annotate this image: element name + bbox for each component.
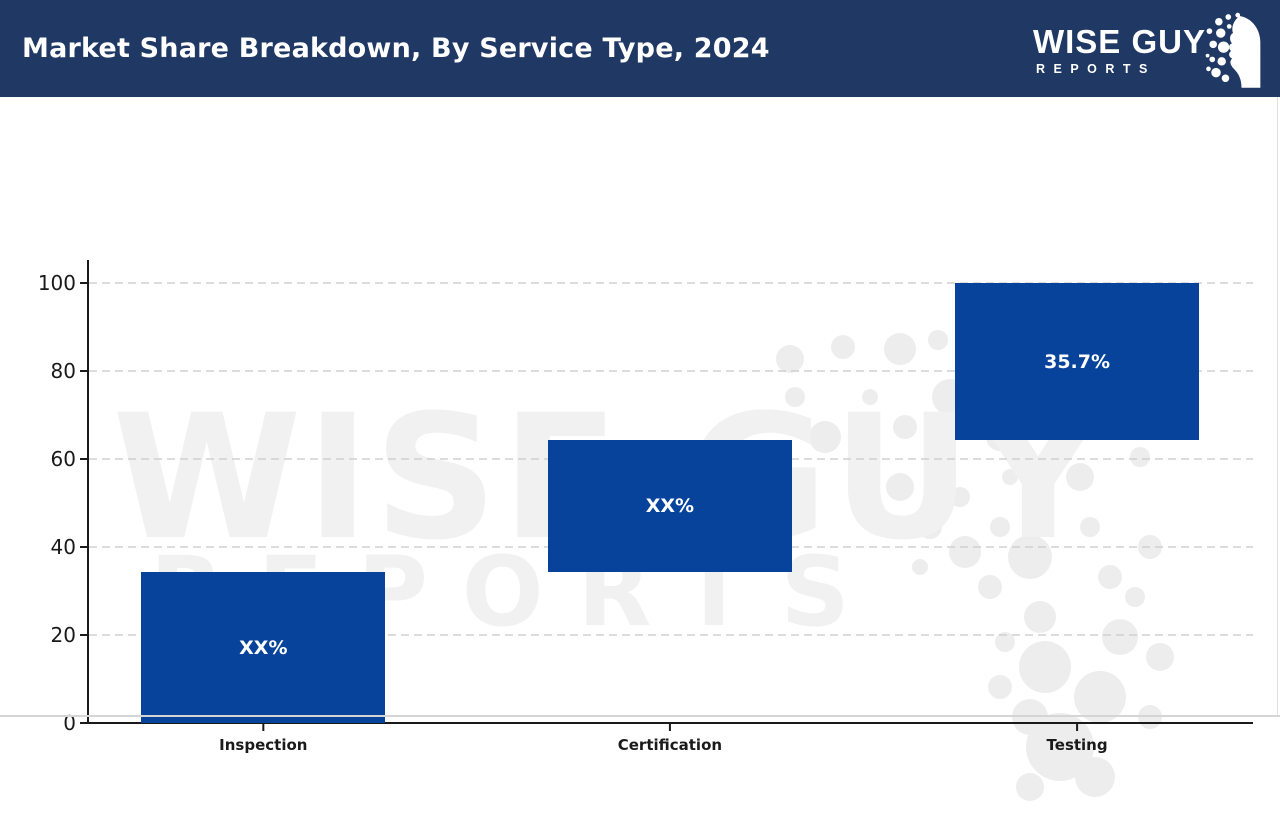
wise-guy-head-icon — [1205, 12, 1261, 88]
bar-testing: 35.7% — [955, 283, 1200, 441]
frame-bottom-border — [0, 715, 1280, 717]
brand-text: WISE GUY REPORTS — [1033, 25, 1206, 76]
brand-name: WISE GUY — [1032, 22, 1206, 60]
bar-label-inspection: XX% — [239, 636, 288, 659]
brand-reports: REPORTS — [1035, 61, 1156, 76]
plot: 0 20 40 60 80 100 Inspection Certification Testi… — [0, 97, 1280, 817]
bar-certification: XX% — [547, 440, 792, 573]
bar-inspection: XX% — [141, 572, 386, 723]
page-title: Market Share Breakdown, By Service Type,… — [22, 33, 770, 64]
ytick-label-20: 20 — [50, 623, 76, 647]
header: Market Share Breakdown, By Service Type,… — [0, 0, 1280, 97]
chart-area: WISE GUY REPORTS 0 20 40 60 80 100 Inspection C… — [0, 97, 1280, 801]
bar-label-testing: 35.7% — [1044, 350, 1111, 373]
frame-right-border — [1277, 97, 1278, 717]
ytick-label-80: 80 — [50, 359, 76, 383]
ytick-label-60: 60 — [50, 447, 76, 471]
ytick-label-100: 100 — [37, 271, 76, 295]
brand-logo: WISE GUY REPORTS — [1033, 10, 1266, 90]
ytick-label-40: 40 — [50, 535, 76, 559]
bar-label-certification: XX% — [645, 495, 695, 518]
